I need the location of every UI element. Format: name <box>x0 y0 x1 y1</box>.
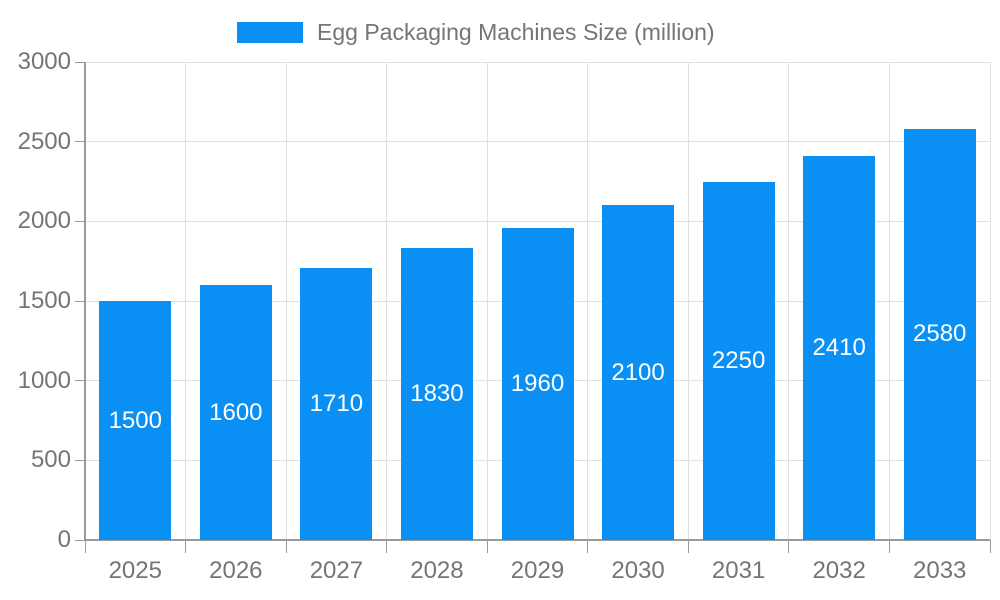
y-tick-label: 1000 <box>17 366 71 394</box>
bar-value-label: 1600 <box>209 398 263 426</box>
grid-line-vertical <box>788 62 790 540</box>
bar <box>300 267 373 540</box>
grid-line-horizontal <box>85 61 990 63</box>
grid-line-vertical <box>285 62 287 540</box>
y-tick-label: 500 <box>30 446 71 474</box>
x-axis-tick <box>84 540 86 553</box>
x-axis-tick <box>587 540 589 553</box>
y-tick-label: 2500 <box>17 127 71 155</box>
grid-line-vertical <box>587 62 589 540</box>
bar-value-label: 2250 <box>711 346 766 374</box>
bar-value-label: 2100 <box>611 358 665 386</box>
x-axis-tick <box>285 540 287 553</box>
x-axis-line <box>85 539 990 541</box>
bar-value-label: 2410 <box>812 334 866 361</box>
bar-value-label: 1960 <box>510 369 565 397</box>
y-axis-tick <box>75 380 85 382</box>
grid-line-vertical <box>486 62 488 540</box>
chart-legend[interactable]: Egg Packaging Machines Size (million) <box>237 20 715 45</box>
y-tick-label: 0 <box>57 526 71 553</box>
grid-line-horizontal <box>85 141 990 143</box>
bar <box>702 181 775 540</box>
x-tick-label: 2029 <box>510 557 565 584</box>
bar-value-label: 2580 <box>913 320 967 348</box>
grid-line-vertical <box>888 62 890 540</box>
bar <box>400 248 473 540</box>
y-axis-tick <box>75 61 85 63</box>
grid-line-vertical <box>989 62 991 540</box>
grid-line-vertical <box>386 62 388 540</box>
x-tick-label: 2028 <box>410 557 464 584</box>
bar-value-label: 1500 <box>108 406 162 434</box>
bar <box>501 227 574 540</box>
x-axis-tick <box>788 540 790 553</box>
x-tick-label: 2031 <box>711 557 766 584</box>
grid-line-vertical <box>687 62 689 540</box>
bar <box>903 128 976 540</box>
x-axis-tick <box>185 540 187 553</box>
x-tick-label: 2027 <box>309 557 364 584</box>
bar-value-label: 1830 <box>410 380 464 408</box>
y-axis-tick <box>75 539 85 541</box>
y-axis-tick <box>75 220 85 222</box>
x-axis-tick <box>989 540 991 553</box>
y-tick-label: 1500 <box>17 287 71 314</box>
bar <box>803 156 876 540</box>
x-tick-label: 2025 <box>108 557 162 584</box>
bar <box>602 205 675 540</box>
x-axis-tick <box>486 540 488 553</box>
x-tick-label: 2032 <box>812 557 866 584</box>
y-tick-label: 2000 <box>17 207 71 235</box>
bar <box>199 285 272 540</box>
y-axis-tick <box>75 459 85 461</box>
x-tick-label: 2026 <box>209 557 263 584</box>
grid-line-vertical <box>185 62 187 540</box>
legend-swatch <box>237 22 303 43</box>
x-tick-label: 2030 <box>611 557 665 584</box>
legend-label: Egg Packaging Machines Size (million) <box>317 19 715 45</box>
bar-value-label: 1710 <box>309 389 364 417</box>
x-axis-tick <box>386 540 388 553</box>
y-tick-label: 3000 <box>17 48 71 75</box>
x-axis-tick <box>687 540 689 553</box>
x-tick-label: 2033 <box>913 557 967 584</box>
grid-line-horizontal <box>85 220 990 222</box>
y-axis-tick <box>75 300 85 302</box>
x-axis-tick <box>888 540 890 553</box>
bar <box>99 301 172 540</box>
y-axis-line <box>84 62 86 540</box>
y-axis-tick <box>75 141 85 143</box>
